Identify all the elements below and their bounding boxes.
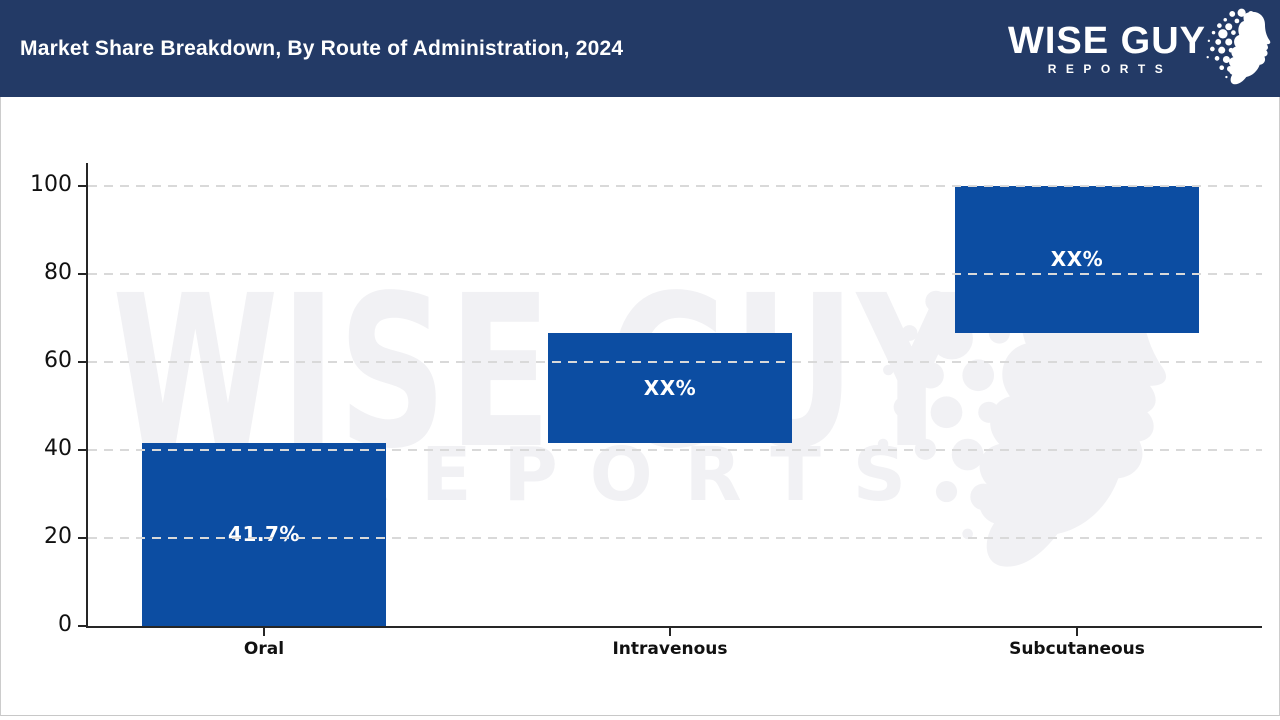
y-tick-60	[78, 361, 86, 363]
header-band: Market Share Breakdown, By Route of Admi…	[0, 0, 1280, 97]
y-tick-20	[78, 537, 86, 539]
x-label-intravenous: Intravenous	[612, 639, 728, 659]
gridline-40	[88, 449, 1262, 451]
y-tick-label-40: 40	[44, 436, 72, 461]
logo-subtitle: REPORTS	[1047, 62, 1173, 76]
x-tick-oral	[263, 628, 265, 636]
x-label-oral: Oral	[243, 639, 285, 659]
bar-intravenous: XX%	[548, 332, 792, 443]
gridline-100	[88, 185, 1262, 187]
bar-value-label: XX%	[1050, 247, 1104, 272]
x-axis-spine	[86, 626, 1262, 628]
y-tick-label-60: 60	[44, 348, 72, 373]
logo-wordmark: WISE GUY	[1007, 20, 1206, 62]
y-tick-0	[78, 625, 86, 627]
wiseguy-logo: WISE GUY REPORTS	[1008, 4, 1272, 94]
bar-value-label: 41.7%	[228, 522, 300, 547]
x-tick-subcutaneous	[1076, 628, 1078, 636]
wiseguy-face-icon	[1206, 8, 1271, 85]
y-tick-label-80: 80	[44, 260, 72, 285]
y-tick-80	[78, 273, 86, 275]
y-tick-label-20: 20	[44, 524, 72, 549]
gridline-20	[88, 537, 1262, 539]
gridline-80	[88, 273, 1262, 275]
chart-title: Market Share Breakdown, By Route of Admi…	[20, 36, 624, 60]
wiseguy-logo-text: WISE GUY REPORTS	[1008, 22, 1206, 76]
y-tick-100	[78, 185, 86, 187]
x-tick-intravenous	[669, 628, 671, 636]
x-label-subcutaneous: Subcutaneous	[1009, 639, 1145, 659]
bar-oral: 41.7%	[142, 442, 386, 626]
y-tick-40	[78, 449, 86, 451]
watermark-wordmark: WISE GUY	[112, 250, 968, 495]
y-tick-label-100: 100	[30, 172, 72, 197]
y-tick-label-0: 0	[58, 612, 72, 637]
y-axis-spine	[86, 163, 88, 628]
bar-subcutaneous: XX%	[955, 186, 1199, 333]
gridline-60	[88, 361, 1262, 363]
bar-value-label: XX%	[643, 375, 697, 400]
